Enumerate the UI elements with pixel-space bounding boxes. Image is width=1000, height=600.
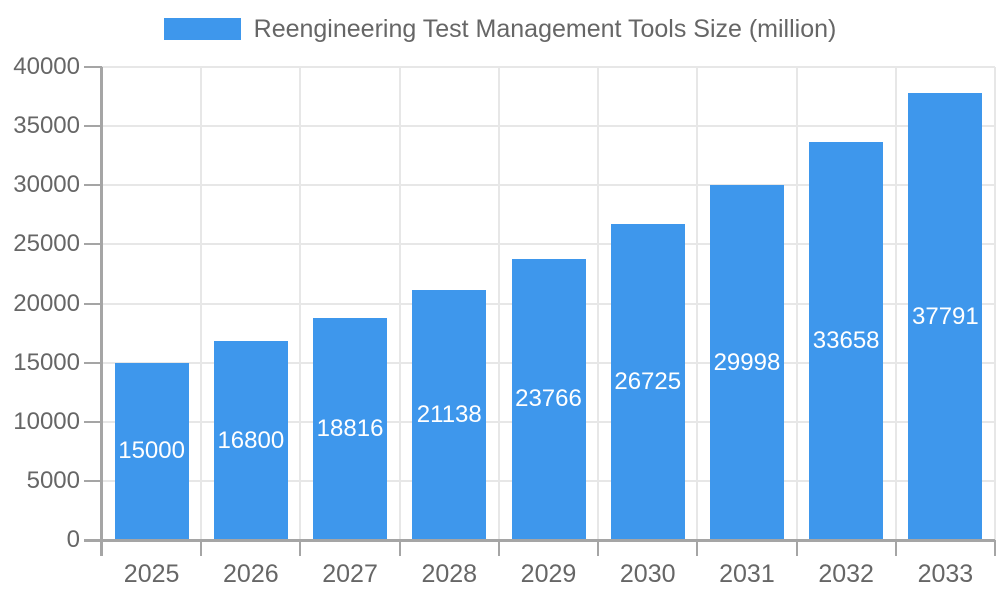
x-gridline xyxy=(497,67,500,540)
bar-2025[interactable] xyxy=(114,362,189,540)
x-tick xyxy=(696,540,699,556)
x-tick xyxy=(299,540,302,556)
x-tick-label: 2032 xyxy=(818,560,874,588)
x-tick-label: 2029 xyxy=(520,560,577,588)
x-tick xyxy=(200,540,203,556)
y-gridline xyxy=(102,184,995,187)
y-tick-label: 15000 xyxy=(13,348,80,376)
bar-value-label: 16800 xyxy=(217,426,285,454)
legend[interactable]: Reengineering Test Management Tools Size… xyxy=(0,14,1000,44)
y-tick xyxy=(84,479,102,482)
x-gridline xyxy=(200,67,203,540)
y-tick xyxy=(84,420,102,423)
bar-2030[interactable] xyxy=(610,223,685,540)
bar-2026[interactable] xyxy=(213,341,288,540)
bar-value-label: 23766 xyxy=(515,385,582,413)
bar-value-label: 21138 xyxy=(416,401,482,429)
bar-value-label: 29998 xyxy=(713,348,781,376)
x-tick-label: 2027 xyxy=(322,560,378,588)
x-gridline xyxy=(696,67,699,540)
y-tick xyxy=(84,184,102,187)
bar-2033[interactable] xyxy=(908,93,983,540)
x-gridline xyxy=(597,67,600,540)
y-tick-label: 20000 xyxy=(13,289,80,317)
x-gridline xyxy=(398,67,401,540)
x-tick-label: 2028 xyxy=(421,560,478,588)
x-tick-label: 2025 xyxy=(123,560,180,588)
x-gridline xyxy=(795,67,798,540)
y-tick-label: 10000 xyxy=(13,407,80,435)
y-tick-label: 5000 xyxy=(26,466,80,494)
y-gridline xyxy=(102,66,995,68)
x-tick-label: 2033 xyxy=(917,560,974,588)
x-tick-label: 2026 xyxy=(223,560,279,588)
x-gridline xyxy=(994,67,996,540)
y-axis-line xyxy=(100,67,103,556)
x-tick xyxy=(894,540,897,556)
y-tick-label: 40000 xyxy=(13,53,80,80)
y-tick xyxy=(84,539,102,541)
y-gridline xyxy=(102,243,995,246)
x-tick xyxy=(795,540,798,556)
x-tick xyxy=(497,540,500,556)
bar-2031[interactable] xyxy=(709,185,784,540)
legend-label: Reengineering Test Management Tools Size… xyxy=(253,15,837,43)
x-tick xyxy=(597,540,600,556)
x-tick xyxy=(101,540,103,556)
bar-value-label: 18816 xyxy=(316,414,384,442)
x-tick xyxy=(994,540,996,556)
legend-swatch xyxy=(163,18,241,40)
x-gridline xyxy=(894,67,897,540)
bar-2028[interactable] xyxy=(412,290,487,540)
x-tick-label: 2031 xyxy=(719,560,775,588)
y-tick xyxy=(84,361,102,364)
x-tick xyxy=(398,540,401,556)
bar-2027[interactable] xyxy=(313,317,388,540)
y-gridline xyxy=(102,125,995,128)
x-gridline xyxy=(299,67,302,540)
y-tick xyxy=(84,243,102,246)
y-tick-label: 25000 xyxy=(13,230,80,258)
y-tick-label: 35000 xyxy=(13,112,80,140)
y-tick-label: 0 xyxy=(66,526,80,553)
bar-value-label: 26725 xyxy=(614,367,682,395)
x-tick-label: 2030 xyxy=(619,560,676,588)
y-tick xyxy=(84,302,102,305)
y-tick xyxy=(84,125,102,128)
y-tick-label: 30000 xyxy=(13,171,80,199)
y-tick xyxy=(84,66,102,68)
bar-value-label: 15000 xyxy=(118,437,185,465)
bar-2032[interactable] xyxy=(809,141,884,540)
bar-value-label: 37791 xyxy=(912,302,979,330)
bar-value-label: 33658 xyxy=(812,326,880,354)
x-axis-line xyxy=(84,539,995,542)
bar-2029[interactable] xyxy=(511,258,586,540)
